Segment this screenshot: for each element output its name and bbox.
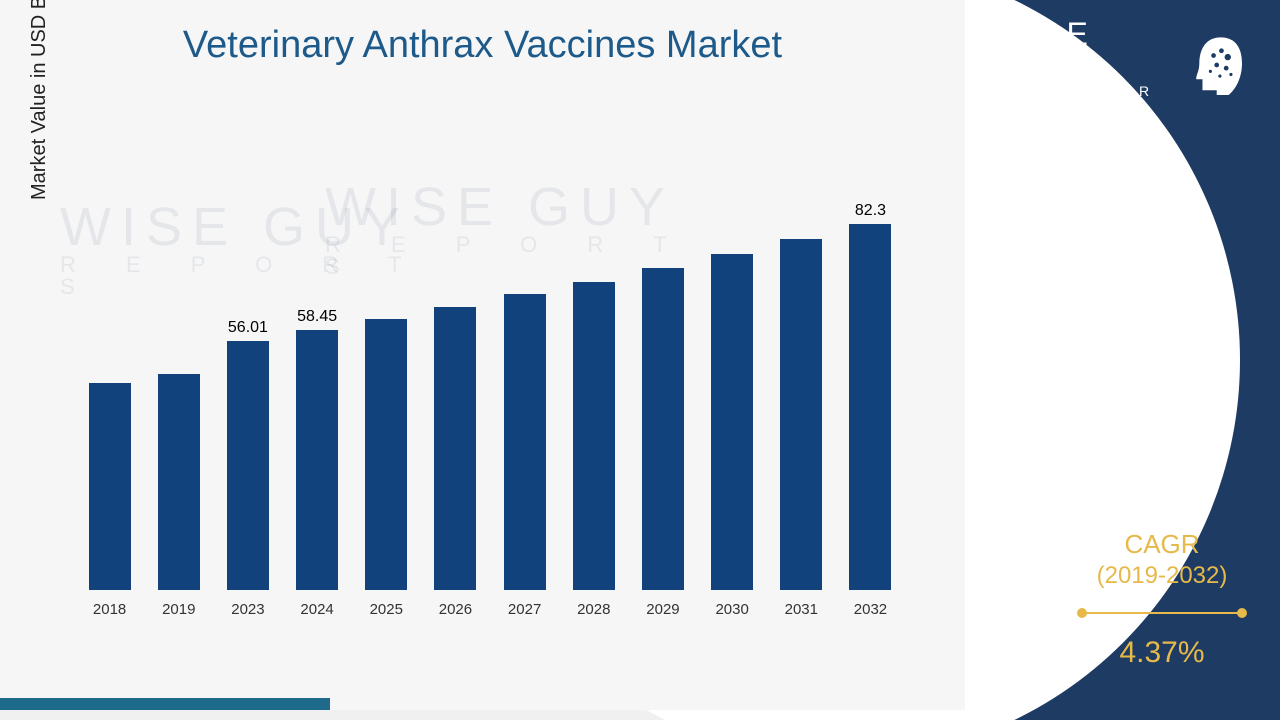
bar-value-label: 82.3: [846, 202, 895, 220]
bar-slot: [777, 239, 826, 590]
bar: [158, 374, 200, 590]
bar-slot: [154, 374, 203, 590]
bar-slot: [362, 319, 411, 590]
bar: [434, 307, 476, 590]
x-tick-label: 2029: [638, 601, 687, 618]
bar-slot: 58.45: [293, 330, 342, 590]
bar-slot: [638, 268, 687, 590]
bar-slot: [708, 254, 757, 590]
bar: [365, 319, 407, 590]
x-tick-label: 2023: [223, 601, 272, 618]
cagr-box: CAGR (2019-2032) 4.37%: [1062, 529, 1262, 670]
x-tick-label: 2025: [362, 601, 411, 618]
x-tick-label: 2018: [85, 601, 134, 618]
bar-value-label: 56.01: [223, 319, 272, 337]
x-tick-label: 2028: [569, 601, 618, 618]
x-tick-label: 2031: [777, 601, 826, 618]
main-panel: Veterinary Anthrax Vaccines Market WISE …: [0, 0, 965, 710]
bar-slot: [569, 282, 618, 590]
x-axis-labels: 2018 2019 2023 2024 2025 2026 2027 2028 2029 2030…: [85, 601, 895, 618]
logo-line2: R E P O R T S: [988, 84, 1183, 112]
chart-title: Veterinary Anthrax Vaccines Market: [0, 24, 965, 67]
x-tick-label: 2019: [154, 601, 203, 618]
report-graphic: Veterinary Anthrax Vaccines Market WISE …: [0, 0, 1280, 720]
ai-head-icon: [1193, 25, 1248, 105]
bar: [504, 294, 546, 590]
x-tick-label: 2026: [431, 601, 480, 618]
cagr-range: (2019-2032): [1062, 562, 1262, 590]
bar: [849, 224, 891, 590]
bar-slot: [85, 383, 134, 590]
bar: [89, 383, 131, 590]
bar: [296, 330, 338, 590]
cagr-divider: [1082, 612, 1242, 614]
bar: [227, 341, 269, 590]
cagr-value: 4.37%: [1062, 636, 1262, 670]
wiseguy-logo: WISE GUY R E P O R T S: [988, 18, 1248, 112]
bar-slot: 56.01: [223, 341, 272, 590]
x-tick-label: 2032: [846, 601, 895, 618]
x-tick-label: 2024: [293, 601, 342, 618]
footer-accent-bar: [0, 698, 330, 710]
bar: [573, 282, 615, 590]
bar: [711, 254, 753, 590]
logo-line1: WISE GUY: [988, 16, 1094, 84]
bar: [642, 268, 684, 590]
x-tick-label: 2027: [500, 601, 549, 618]
bar-slot: 82.3: [846, 224, 895, 590]
x-tick-label: 2030: [708, 601, 757, 618]
y-axis-label: Market Value in USD Billion: [28, 0, 51, 200]
bar-slot: [431, 307, 480, 590]
bar-slot: [500, 294, 549, 590]
bar: [780, 239, 822, 590]
bar-value-label: 58.45: [293, 308, 342, 326]
bar-chart: 56.01 58.45 82.3: [85, 170, 895, 590]
cagr-title: CAGR: [1062, 529, 1262, 560]
